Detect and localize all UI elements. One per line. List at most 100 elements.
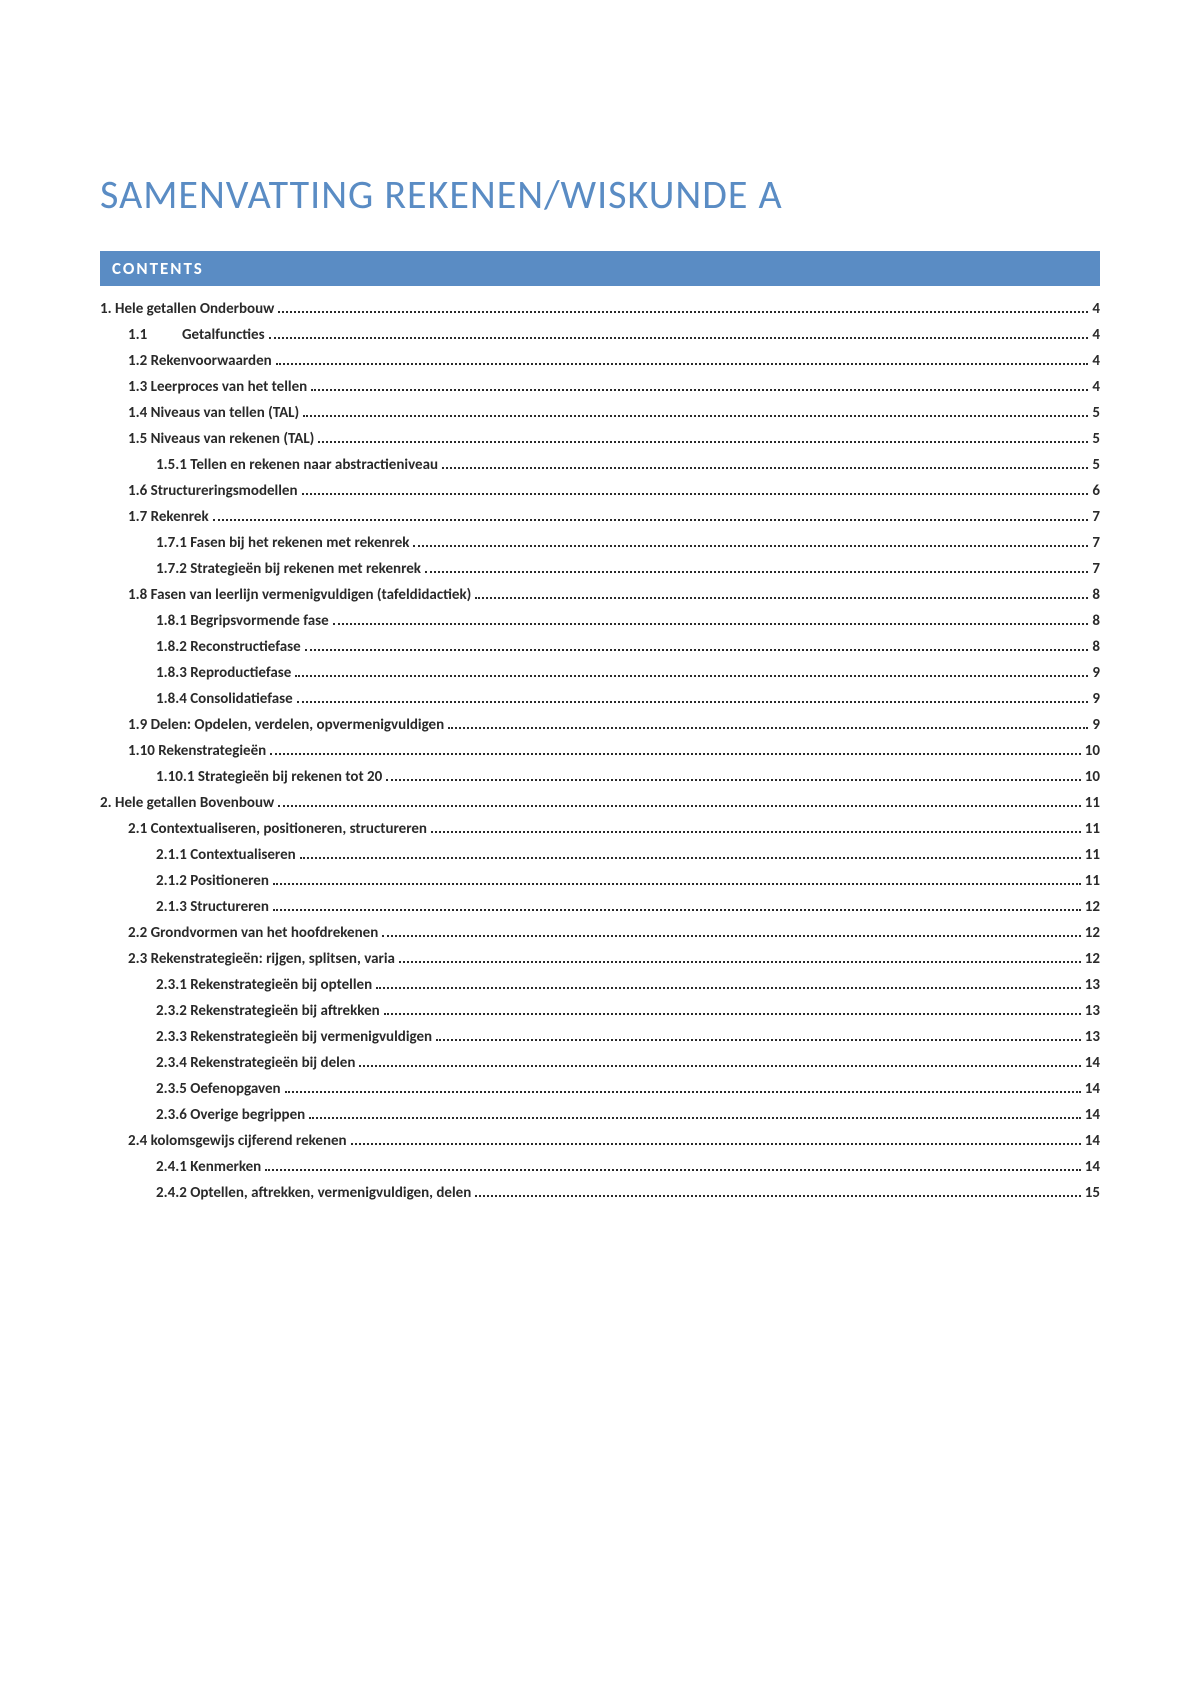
toc-entry-label: 2.3.6 Overige begrippen (156, 1108, 305, 1123)
toc-entry-label: 1.5 Niveaus van rekenen (TAL) (128, 432, 314, 447)
toc-entry-page: 15 (1085, 1186, 1100, 1201)
toc-leader (384, 1013, 1081, 1015)
toc-leader (305, 649, 1089, 651)
toc-leader (295, 675, 1088, 677)
toc-entry-label: 2.3 Rekenstrategieën: rijgen, splitsen, … (128, 952, 395, 967)
toc-entry-page: 7 (1092, 510, 1100, 525)
toc-entry: 1.8.1 Begripsvormende fase8 (100, 608, 1100, 634)
toc-entry-page: 13 (1085, 1030, 1100, 1045)
toc-entry-label: 1.8 Fasen van leerlijn vermenigvuldigen … (128, 588, 471, 603)
toc-entry-text: Getalfuncties (182, 326, 265, 344)
toc-leader (475, 597, 1088, 599)
toc-leader (273, 909, 1081, 911)
toc-entry: 2.1.2 Positioneren11 (100, 868, 1100, 894)
toc-entry: 1.9 Delen: Opdelen, verdelen, opvermenig… (100, 712, 1100, 738)
toc-entry-page: 4 (1092, 380, 1100, 395)
toc-entry-label: 2.2 Grondvormen van het hoofdrekenen (128, 926, 378, 941)
toc-entry: 2.4 kolomsgewijs cijferend rekenen 14 (100, 1128, 1100, 1154)
toc-entry-page: 5 (1092, 432, 1100, 447)
toc-entry: 1.8.2 Reconstructiefase8 (100, 634, 1100, 660)
toc-entry-page: 9 (1092, 666, 1100, 681)
toc-entry: 2.4.1 Kenmerken 14 (100, 1154, 1100, 1180)
toc-entry-label: 2.4.2 Optellen, aftrekken, vermenigvuldi… (156, 1186, 471, 1201)
toc-leader (300, 857, 1081, 859)
toc-entry-label: 1.2 Rekenvoorwaarden (128, 354, 272, 369)
toc-entry-label: 1.4 Niveaus van tellen (TAL) (128, 406, 299, 421)
toc-leader (376, 987, 1081, 989)
toc-entry-label: 2.3.2 Rekenstrategieën bij aftrekken (156, 1004, 380, 1019)
toc-entry: 2.3.5 Oefenopgaven14 (100, 1076, 1100, 1102)
toc-entry: 2.3.3 Rekenstrategieën bij vermenigvuldi… (100, 1024, 1100, 1050)
toc-entry: 1.2 Rekenvoorwaarden4 (100, 348, 1100, 374)
toc-entry: 2.1.1 Contextualiseren11 (100, 842, 1100, 868)
toc-leader (285, 1091, 1081, 1093)
toc-entry-page: 13 (1085, 1004, 1100, 1019)
toc-entry-page: 7 (1092, 536, 1100, 551)
toc-entry: 2.1 Contextualiseren, positioneren, stru… (100, 816, 1100, 842)
toc-entry: 1.7 Rekenrek7 (100, 504, 1100, 530)
toc-entry: 1.7.2 Strategieën bij rekenen met rekenr… (100, 556, 1100, 582)
toc-leader (311, 389, 1088, 391)
toc-leader (333, 623, 1089, 625)
toc-entry-page: 8 (1092, 640, 1100, 655)
toc-entry: 2. Hele getallen Bovenbouw 11 (100, 790, 1100, 816)
table-of-contents: 1. Hele getallen Onderbouw41.1Getalfunct… (100, 296, 1100, 1206)
toc-leader (265, 1169, 1081, 1171)
toc-entry-page: 14 (1085, 1160, 1100, 1175)
toc-leader (303, 415, 1088, 417)
toc-entry-page: 9 (1092, 718, 1100, 733)
toc-entry-page: 14 (1085, 1108, 1100, 1123)
toc-entry-page: 11 (1085, 822, 1100, 837)
toc-entry-label: 2. Hele getallen Bovenbouw (100, 796, 274, 811)
toc-leader (399, 961, 1081, 963)
toc-entry-label: 2.4.1 Kenmerken (156, 1160, 261, 1175)
toc-entry-page: 4 (1092, 328, 1100, 343)
toc-entry: 2.3 Rekenstrategieën: rijgen, splitsen, … (100, 946, 1100, 972)
toc-entry: 2.3.1 Rekenstrategieën bij optellen 13 (100, 972, 1100, 998)
toc-entry-label: 2.3.1 Rekenstrategieën bij optellen (156, 978, 372, 993)
toc-leader (351, 1143, 1081, 1145)
toc-leader (359, 1065, 1080, 1067)
toc-leader (448, 727, 1088, 729)
toc-entry: 1.4 Niveaus van tellen (TAL)5 (100, 400, 1100, 426)
toc-leader (413, 545, 1088, 547)
toc-leader (302, 493, 1089, 495)
toc-entry-page: 12 (1085, 900, 1100, 915)
toc-entry-page: 11 (1085, 796, 1100, 811)
toc-entry: 1. Hele getallen Onderbouw4 (100, 296, 1100, 322)
toc-entry-page: 14 (1085, 1056, 1100, 1071)
toc-entry-label: 1.10.1 Strategieën bij rekenen tot 20 (156, 770, 382, 785)
toc-entry-label: 2.1.3 Structureren (156, 900, 269, 915)
toc-entry: 1.10.1 Strategieën bij rekenen tot 20 10 (100, 764, 1100, 790)
toc-entry-label: 1.3 Leerproces van het tellen (128, 380, 307, 395)
toc-entry-label: 1.10 Rekenstrategieën (128, 744, 266, 759)
toc-entry: 2.2 Grondvormen van het hoofdrekenen12 (100, 920, 1100, 946)
toc-leader (213, 519, 1089, 521)
toc-entry-page: 14 (1085, 1134, 1100, 1149)
toc-leader (276, 363, 1089, 365)
toc-leader (431, 831, 1081, 833)
toc-entry: 2.1.3 Structureren 12 (100, 894, 1100, 920)
toc-leader (382, 935, 1081, 937)
toc-entry: 1.10 Rekenstrategieën 10 (100, 738, 1100, 764)
toc-entry-page: 4 (1092, 302, 1100, 317)
toc-entry: 1.1Getalfuncties4 (100, 322, 1100, 348)
toc-entry-label: 2.3.4 Rekenstrategieën bij delen (156, 1056, 355, 1071)
toc-entry-label: 1.6 Structureringsmodellen (128, 484, 298, 499)
toc-leader (278, 805, 1081, 807)
toc-leader (273, 883, 1081, 885)
toc-entry-label: 1.5.1 Tellen en rekenen naar abstractien… (156, 458, 438, 473)
toc-entry-label: 2.1.2 Positioneren (156, 874, 269, 889)
toc-entry: 1.8.3 Reproductiefase9 (100, 660, 1100, 686)
toc-entry-page: 10 (1085, 744, 1100, 759)
toc-entry: 1.3 Leerproces van het tellen 4 (100, 374, 1100, 400)
toc-leader (318, 441, 1088, 443)
toc-entry: 1.5.1 Tellen en rekenen naar abstractien… (100, 452, 1100, 478)
toc-entry-page: 13 (1085, 978, 1100, 993)
toc-entry-page: 10 (1085, 770, 1100, 785)
toc-leader (270, 753, 1081, 755)
toc-entry-label: 2.1 Contextualiseren, positioneren, stru… (128, 822, 427, 837)
toc-entry-label: 1.9 Delen: Opdelen, verdelen, opvermenig… (128, 718, 444, 733)
toc-entry-label: 2.4 kolomsgewijs cijferend rekenen (128, 1134, 347, 1149)
toc-leader (309, 1117, 1081, 1119)
